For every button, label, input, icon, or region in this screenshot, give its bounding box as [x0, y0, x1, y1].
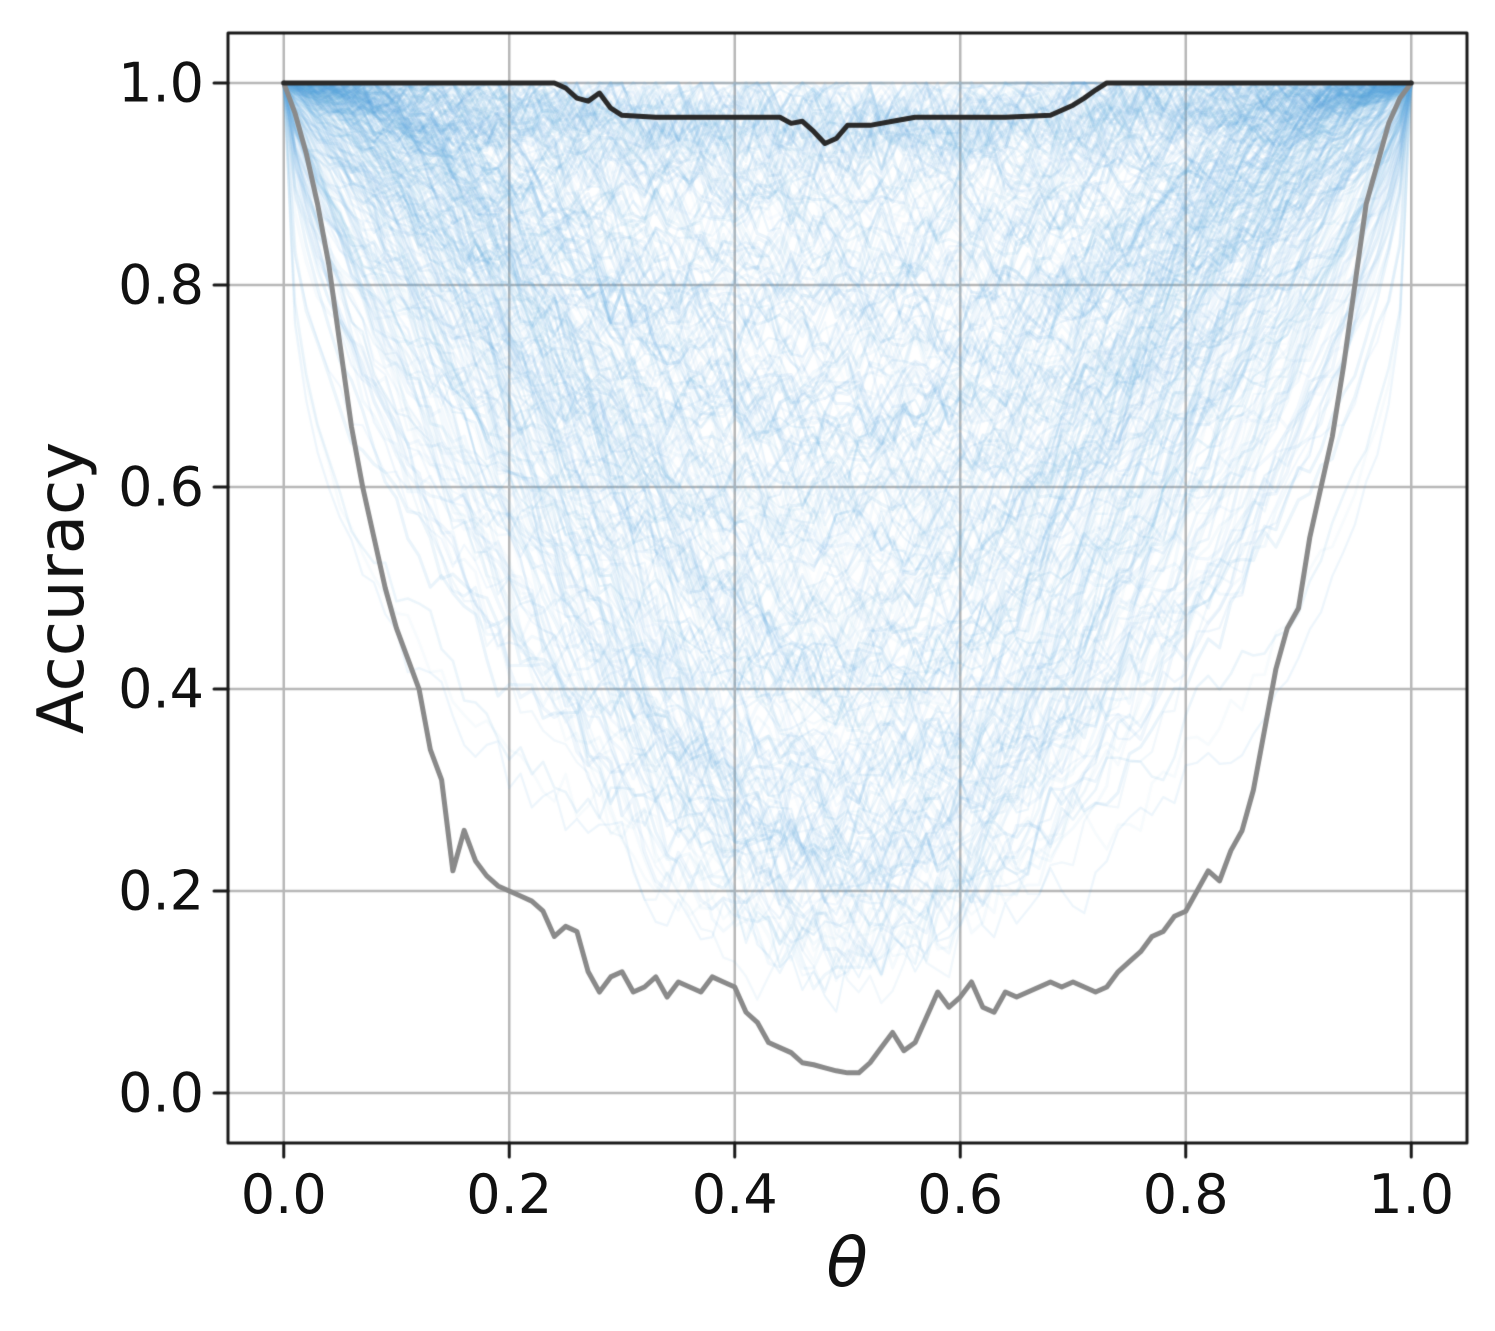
- x-tick-label: 0.2: [466, 1163, 553, 1226]
- y-tick-label: 0.2: [118, 859, 204, 923]
- y-tick-label: 0.8: [118, 253, 204, 317]
- x-tick-label: 1.0: [1368, 1163, 1455, 1226]
- x-axis-label: θ: [826, 1224, 868, 1303]
- x-tick-label: 0.0: [240, 1163, 327, 1226]
- x-tick-label: 0.8: [1142, 1163, 1229, 1226]
- y-tick-label: 0.4: [118, 657, 204, 721]
- x-tick-label: 0.4: [691, 1163, 778, 1226]
- y-tick-label: 1.0: [118, 51, 204, 115]
- y-tick-label: 0.0: [118, 1061, 204, 1125]
- x-tick-label: 0.6: [917, 1163, 1004, 1226]
- y-tick-label: 0.6: [118, 455, 204, 519]
- y-axis-label: Accuracy: [25, 441, 99, 735]
